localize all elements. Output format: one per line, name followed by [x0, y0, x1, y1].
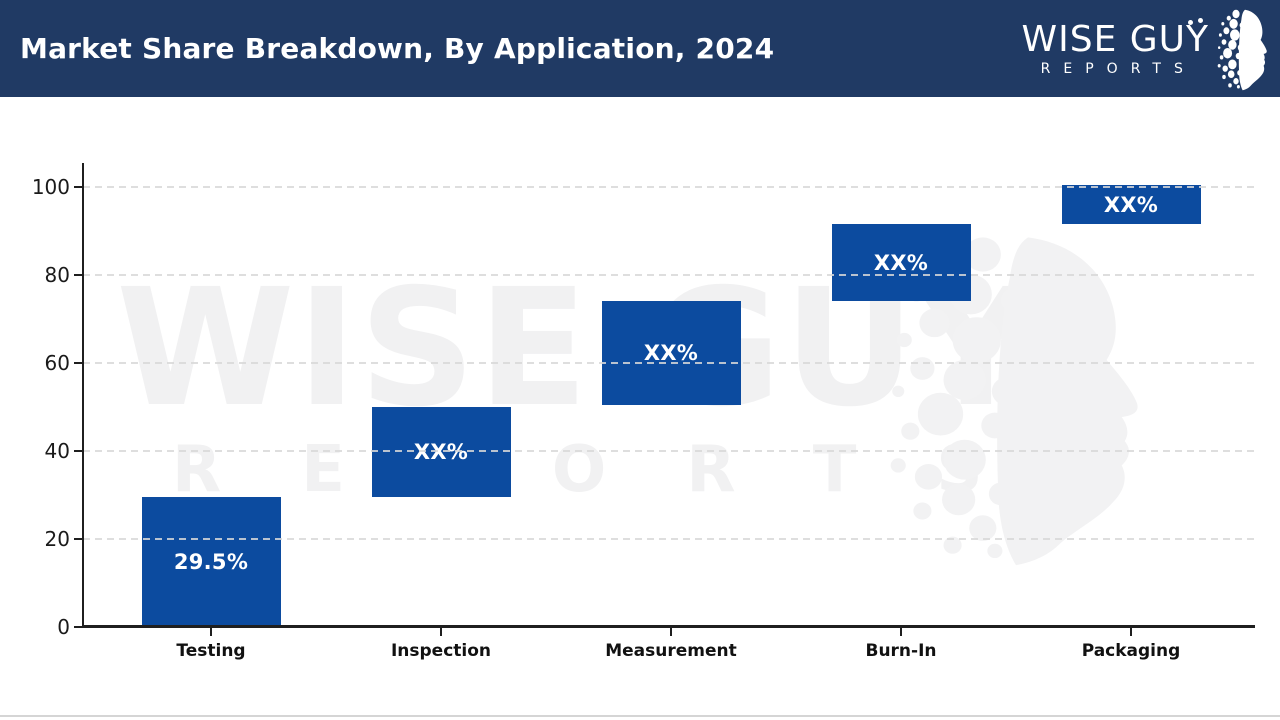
category-label-packaging: Packaging [1081, 641, 1181, 661]
y-tick-label-80: 80 [44, 263, 70, 287]
wise-guy-logo: WISE GUY REPORTS [1022, 5, 1273, 93]
x-axis-spine [82, 625, 1255, 628]
y-tick-label-0: 0 [57, 615, 70, 639]
x-tick-testing [210, 628, 212, 636]
bar-value-label-packaging: XX% [1103, 192, 1159, 217]
category-label-inspection: Inspection [390, 641, 492, 661]
y-tick-60 [74, 362, 82, 364]
bar-packaging: XX% [1061, 184, 1201, 225]
bar-measurement: XX% [601, 301, 741, 405]
y-tick-100 [74, 186, 82, 188]
gridline-80 [83, 274, 1254, 276]
header-bar: Market Share Breakdown, By Application, … [0, 0, 1280, 97]
bar-value-label-measurement: XX% [643, 341, 699, 366]
y-tick-20 [74, 538, 82, 540]
bar-inspection: XX% [371, 407, 511, 498]
logo-reports-text: REPORTS [1040, 61, 1196, 78]
logo-wiseguy-text: WISE GUY [1021, 18, 1209, 60]
gridline-60 [83, 362, 1254, 364]
y-tick-label-100: 100 [31, 175, 70, 199]
x-tick-burn-in [900, 628, 902, 636]
gridline-100 [83, 186, 1254, 188]
category-label-testing: Testing [176, 641, 246, 661]
bar-burn-in: XX% [831, 224, 971, 302]
chart-title: Market Share Breakdown, By Application, … [20, 32, 775, 65]
y-tick-label-20: 20 [44, 527, 70, 551]
bar-testing: 29.5% [141, 497, 281, 627]
y-tick-0 [74, 626, 82, 628]
gridline-20 [83, 538, 1254, 540]
y-tick-80 [74, 274, 82, 276]
category-label-burn-in: Burn-In [865, 641, 937, 661]
category-label-measurement: Measurement [605, 641, 737, 661]
x-tick-inspection [440, 628, 442, 636]
bottom-divider [0, 715, 1280, 717]
bar-value-label-testing: 29.5% [173, 550, 249, 575]
x-tick-measurement [670, 628, 672, 636]
y-tick-label-40: 40 [44, 439, 70, 463]
bar-value-label-inspection: XX% [413, 440, 469, 465]
gridline-40 [83, 450, 1254, 452]
bar-value-label-burn-in: XX% [873, 250, 929, 275]
y-tick-label-60: 60 [44, 351, 70, 375]
y-tick-40 [74, 450, 82, 452]
y-axis-spine [82, 163, 84, 628]
logo-text: WISE GUY REPORTS [1021, 18, 1210, 78]
x-tick-packaging [1130, 628, 1132, 636]
